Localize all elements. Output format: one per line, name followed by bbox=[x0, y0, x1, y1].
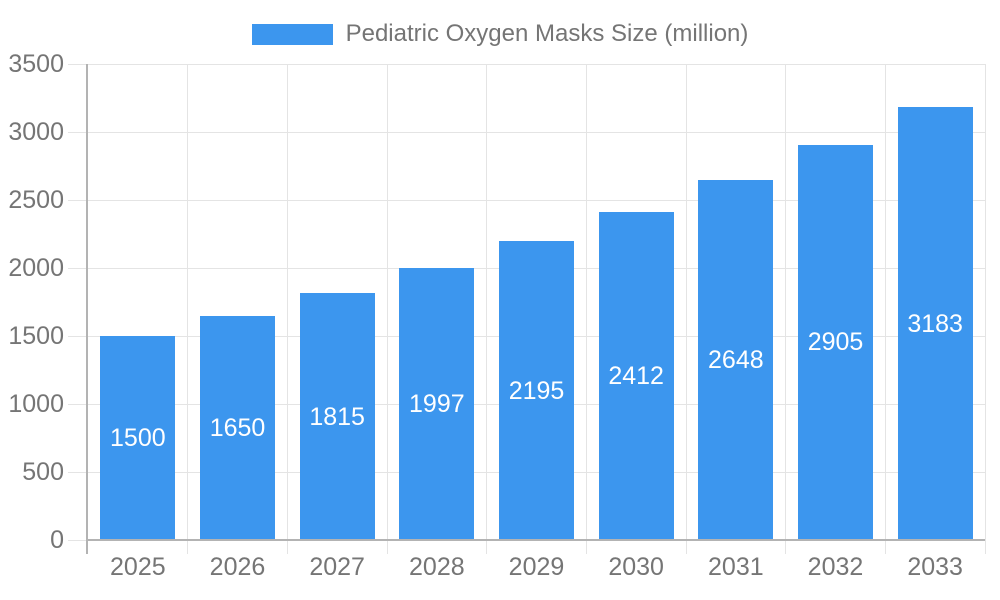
bar[interactable] bbox=[598, 211, 674, 540]
bar-value-label: 1650 bbox=[209, 413, 266, 442]
v-gridline bbox=[685, 64, 687, 554]
x-tick-label: 2027 bbox=[309, 553, 365, 581]
y-tick-mark bbox=[68, 335, 88, 337]
y-axis-line bbox=[86, 64, 88, 554]
y-tick-mark bbox=[68, 131, 88, 133]
v-gridline bbox=[585, 64, 587, 554]
bar-value-label: 2412 bbox=[608, 361, 664, 390]
y-tick-label: 500 bbox=[22, 458, 64, 486]
x-tick-label: 2025 bbox=[110, 553, 166, 581]
x-tick-label: 2030 bbox=[608, 553, 664, 581]
bar-value-label: 1500 bbox=[110, 424, 166, 452]
x-tick-label: 2029 bbox=[508, 553, 565, 581]
y-tick-label: 2500 bbox=[8, 186, 64, 214]
bar[interactable] bbox=[200, 315, 275, 540]
h-gridline bbox=[88, 199, 985, 201]
v-gridline bbox=[486, 64, 488, 554]
bar[interactable] bbox=[499, 241, 574, 540]
bar-value-label: 3183 bbox=[907, 309, 963, 338]
bar-value-label: 1997 bbox=[409, 390, 465, 419]
bar-value-label: 2195 bbox=[508, 376, 565, 405]
bar-value-label: 1815 bbox=[309, 402, 365, 431]
h-gridline bbox=[88, 63, 985, 65]
x-tick-label: 2033 bbox=[907, 553, 963, 581]
y-tick-label: 2000 bbox=[8, 254, 64, 282]
v-gridline bbox=[187, 64, 189, 554]
v-gridline bbox=[386, 64, 388, 554]
bar[interactable] bbox=[798, 144, 873, 540]
v-gridline bbox=[286, 64, 288, 554]
x-tick-label: 2032 bbox=[807, 553, 864, 581]
y-tick-label: 3000 bbox=[8, 118, 64, 146]
y-tick-label: 1500 bbox=[8, 322, 64, 350]
y-tick-mark bbox=[68, 63, 88, 65]
y-tick-label: 1000 bbox=[8, 390, 64, 418]
bar[interactable] bbox=[897, 107, 973, 540]
h-gridline bbox=[88, 131, 985, 133]
bar-value-label: 2648 bbox=[708, 345, 764, 374]
x-tick-label: 2026 bbox=[209, 553, 266, 581]
y-tick-label: 3500 bbox=[8, 50, 64, 78]
legend-swatch-icon bbox=[251, 23, 333, 45]
x-tick-label: 2028 bbox=[409, 553, 465, 581]
bar-value-label: 2905 bbox=[807, 328, 864, 357]
chart-legend: Pediatric Oxygen Masks Size (million) bbox=[0, 20, 1000, 48]
y-tick-mark bbox=[68, 403, 88, 405]
x-axis-line bbox=[86, 539, 985, 541]
x-tick-label: 2031 bbox=[708, 553, 764, 581]
bar[interactable] bbox=[399, 268, 475, 540]
y-tick-mark bbox=[68, 471, 88, 473]
y-tick-mark bbox=[68, 539, 88, 541]
legend-label: Pediatric Oxygen Masks Size (million) bbox=[345, 20, 749, 47]
v-gridline bbox=[785, 64, 787, 554]
bar[interactable] bbox=[698, 179, 774, 540]
v-gridline bbox=[884, 64, 886, 554]
v-gridline bbox=[984, 64, 986, 554]
y-tick-label: 0 bbox=[50, 526, 64, 554]
y-tick-mark bbox=[68, 267, 88, 269]
bar[interactable] bbox=[299, 293, 375, 540]
y-tick-mark bbox=[68, 199, 88, 201]
bar[interactable] bbox=[100, 336, 176, 540]
